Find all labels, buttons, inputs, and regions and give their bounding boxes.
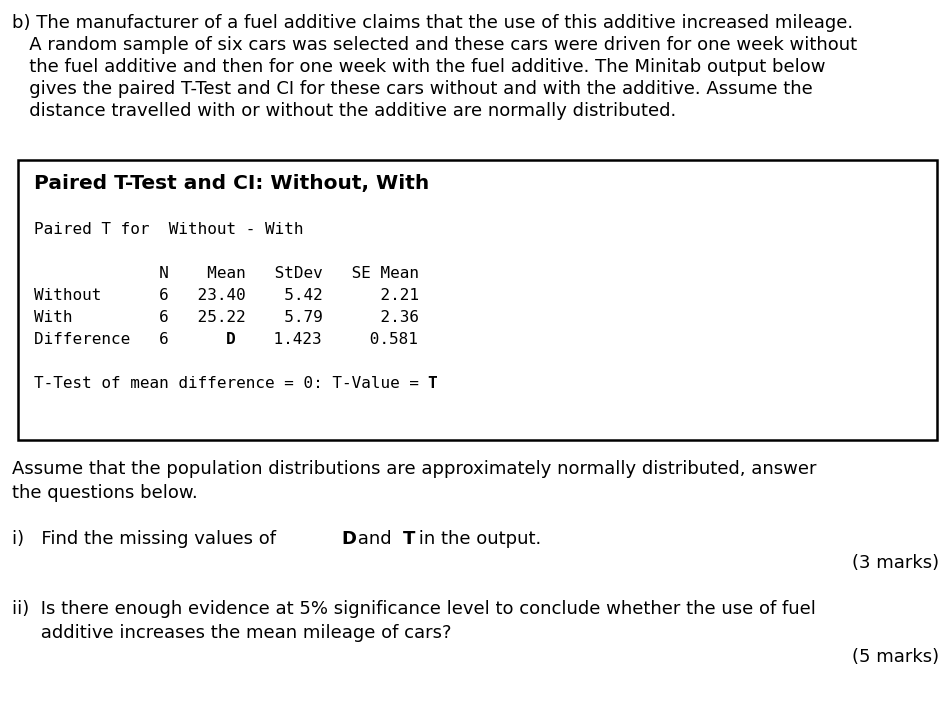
Text: ii)  Is there enough evidence at 5% significance level to conclude whether the u: ii) Is there enough evidence at 5% signi… <box>12 600 815 618</box>
Text: D: D <box>226 332 235 347</box>
Text: the fuel additive and then for one week with the fuel additive. The Minitab outp: the fuel additive and then for one week … <box>12 58 824 76</box>
Text: (3 marks): (3 marks) <box>851 554 938 572</box>
Text: b) The manufacturer of a fuel additive claims that the use of this additive incr: b) The manufacturer of a fuel additive c… <box>12 14 852 32</box>
FancyBboxPatch shape <box>18 160 936 440</box>
Text: 1.423     0.581: 1.423 0.581 <box>235 332 418 347</box>
Text: A random sample of six cars was selected and these cars were driven for one week: A random sample of six cars was selected… <box>12 36 856 54</box>
Text: distance travelled with or without the additive are normally distributed.: distance travelled with or without the a… <box>12 102 676 120</box>
Text: Paired T for  Without - With: Paired T for Without - With <box>34 222 303 237</box>
Text: With         6   25.22    5.79      2.36: With 6 25.22 5.79 2.36 <box>34 310 419 325</box>
Text: Paired T-Test and CI: Without, With: Paired T-Test and CI: Without, With <box>34 174 428 193</box>
Text: (5 marks): (5 marks) <box>851 648 938 666</box>
Text: in the output.: in the output. <box>413 530 541 548</box>
Text: T-Test of mean difference = 0: T-Value =: T-Test of mean difference = 0: T-Value = <box>34 376 428 391</box>
Text: Difference   6: Difference 6 <box>34 332 227 347</box>
Text: gives the paired T-Test and CI for these cars without and with the additive. Ass: gives the paired T-Test and CI for these… <box>12 80 812 98</box>
Text: N    Mean   StDev   SE Mean: N Mean StDev SE Mean <box>34 266 419 281</box>
Text: additive increases the mean mileage of cars?: additive increases the mean mileage of c… <box>12 624 451 642</box>
Text: T: T <box>403 530 415 548</box>
Text: Without      6   23.40    5.42      2.21: Without 6 23.40 5.42 2.21 <box>34 288 419 303</box>
Text: T: T <box>426 376 436 391</box>
Text: D: D <box>341 530 356 548</box>
Text: the questions below.: the questions below. <box>12 484 198 502</box>
Text: i)   Find the missing values of: i) Find the missing values of <box>12 530 282 548</box>
Text: Assume that the population distributions are approximately normally distributed,: Assume that the population distributions… <box>12 460 816 478</box>
Text: and: and <box>351 530 397 548</box>
